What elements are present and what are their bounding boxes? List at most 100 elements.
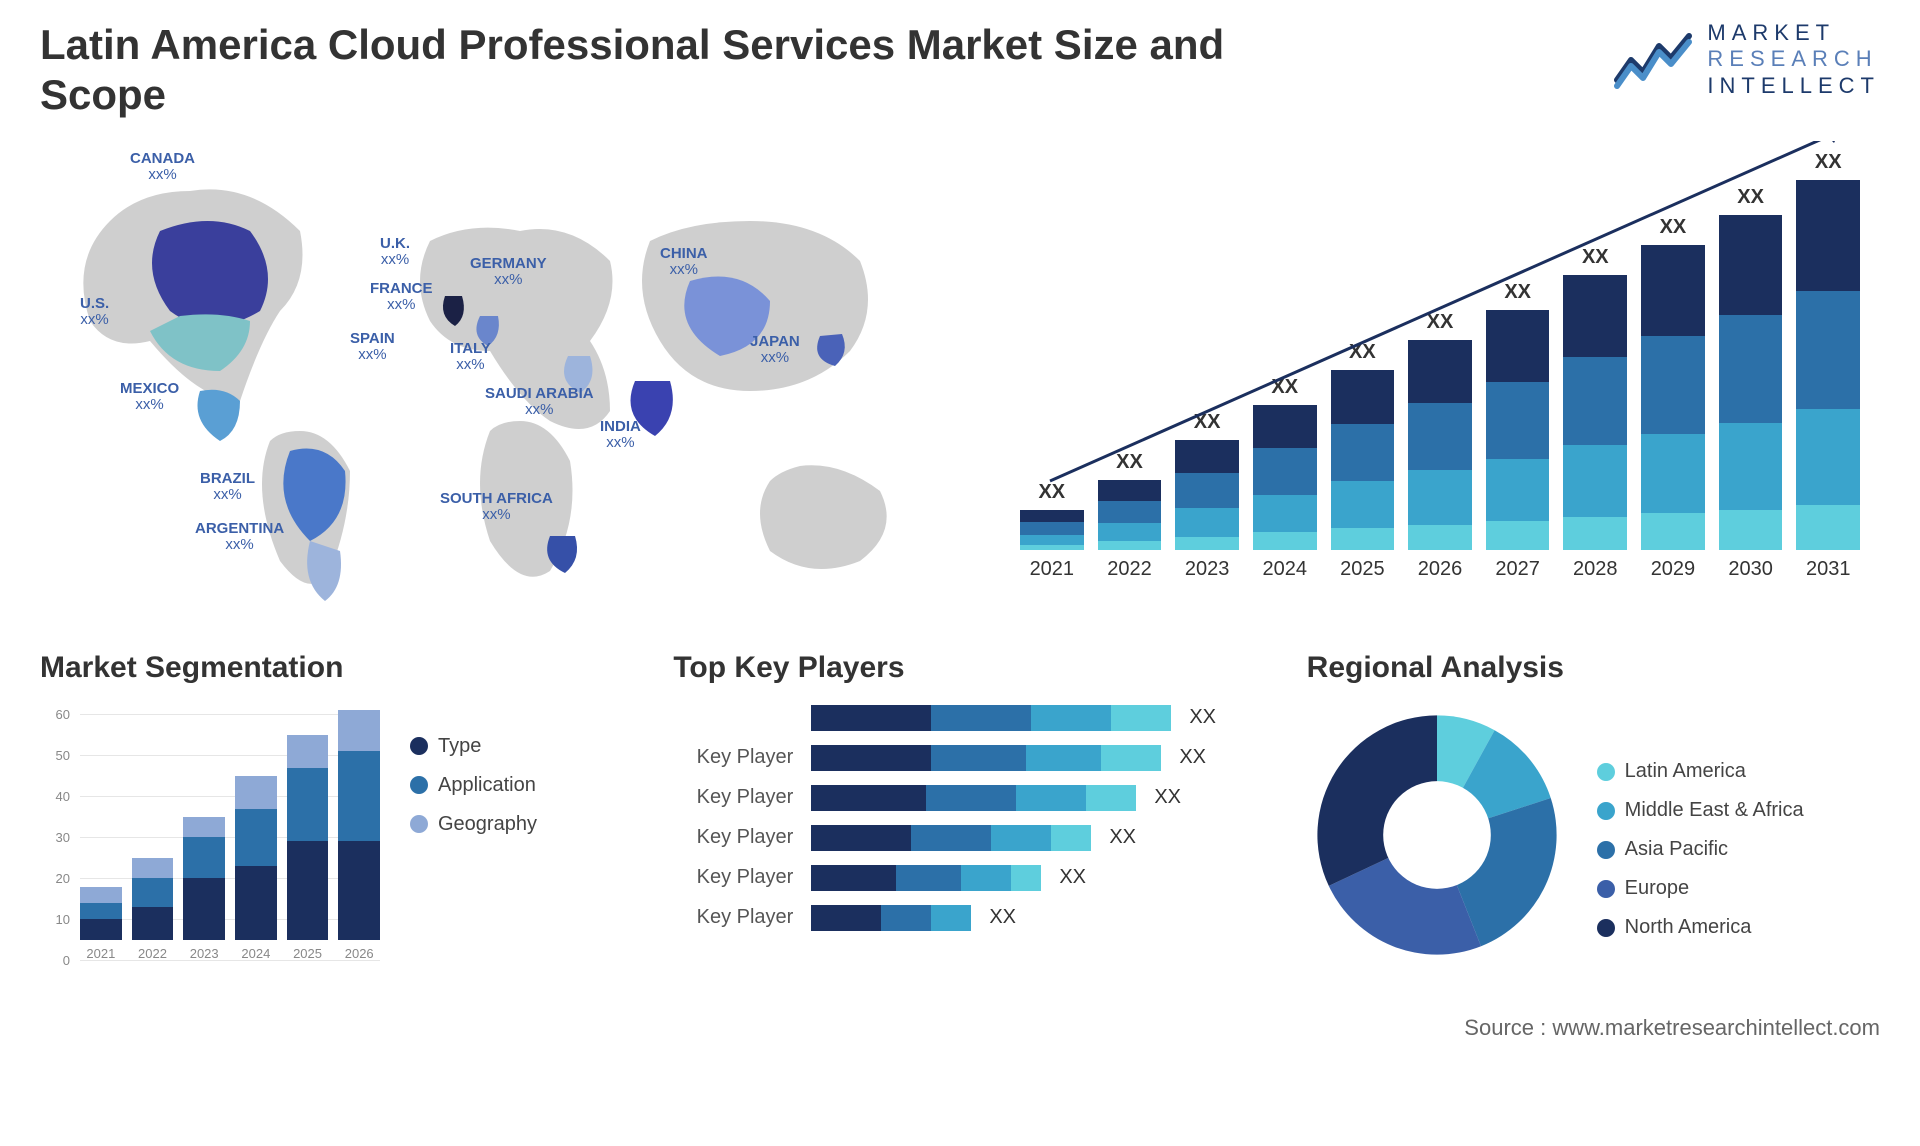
bar-value-label: XX <box>1116 451 1143 474</box>
map-label: INDIAxx% <box>600 419 641 452</box>
legend-label: Asia Pacific <box>1625 838 1728 861</box>
legend-swatch <box>1597 841 1615 859</box>
legend-label: Middle East & Africa <box>1625 799 1804 822</box>
world-map: CANADAxx%U.S.xx%MEXICOxx%BRAZILxx%ARGENT… <box>40 141 960 611</box>
logo-line1: MARKET <box>1707 20 1880 46</box>
bar-year-label: 2026 <box>1418 558 1463 581</box>
legend-label: Application <box>438 774 536 797</box>
kp-label: Key Player <box>673 826 793 849</box>
legend-swatch <box>410 776 428 794</box>
seg-year-label: 2023 <box>190 946 219 961</box>
kp-bar <box>811 825 1091 851</box>
bar-stack <box>1719 215 1783 550</box>
legend-swatch <box>1597 919 1615 937</box>
bar-col: XX 2023 <box>1175 161 1239 581</box>
kp-bar <box>811 705 1171 731</box>
main-bar-chart: XX2021XX2022XX2023XX2024XX2025XX2026XX20… <box>1000 141 1880 611</box>
brand-logo: MARKET RESEARCH INTELLECT <box>1613 20 1880 99</box>
seg-year-label: 2025 <box>293 946 322 961</box>
legend-swatch <box>410 737 428 755</box>
key-players-panel: Top Key Players XXKey PlayerXXKey Player… <box>673 651 1246 985</box>
seg-year-label: 2021 <box>86 946 115 961</box>
bar-value-label: XX <box>1194 411 1221 434</box>
map-label: SAUDI ARABIAxx% <box>485 386 594 419</box>
seg-ytick: 20 <box>56 871 70 886</box>
bar-stack <box>1408 340 1472 550</box>
bar-stack <box>1563 275 1627 550</box>
bar-year-label: 2029 <box>1651 558 1696 581</box>
legend-item: Latin America <box>1597 760 1804 783</box>
page-title: Latin America Cloud Professional Service… <box>40 20 1240 121</box>
source-text: Source : www.marketresearchintellect.com <box>40 1015 1880 1041</box>
bar-stack <box>1020 510 1084 550</box>
map-label: SPAINxx% <box>350 331 395 364</box>
kp-row: Key PlayerXX <box>673 905 1246 931</box>
legend-swatch <box>410 815 428 833</box>
seg-bar-col: 2025 <box>287 715 329 961</box>
map-label: CANADAxx% <box>130 151 195 184</box>
map-label: SOUTH AFRICAxx% <box>440 491 553 524</box>
bar-value-label: XX <box>1038 481 1065 504</box>
seg-bar-col: 2024 <box>235 715 277 961</box>
kp-bar <box>811 865 1041 891</box>
legend-label: Europe <box>1625 877 1690 900</box>
logo-mark-icon <box>1613 30 1693 90</box>
bar-col: XX 2027 <box>1486 161 1550 581</box>
seg-ytick: 40 <box>56 789 70 804</box>
legend-item: North America <box>1597 916 1804 939</box>
bar-value-label: XX <box>1271 376 1298 399</box>
seg-ytick: 50 <box>56 748 70 763</box>
seg-ytick: 30 <box>56 830 70 845</box>
kp-label: Key Player <box>673 866 793 889</box>
regional-donut <box>1307 705 1567 965</box>
seg-title: Market Segmentation <box>40 651 613 685</box>
map-label: BRAZILxx% <box>200 471 255 504</box>
kp-row: Key PlayerXX <box>673 745 1246 771</box>
bar-value-label: XX <box>1349 341 1376 364</box>
bar-stack <box>1796 180 1860 550</box>
segmentation-legend: Type Application Geography <box>410 705 537 985</box>
bar-col: XX2028 <box>1563 161 1627 581</box>
map-label: CHINAxx% <box>660 246 708 279</box>
seg-year-label: 2026 <box>345 946 374 961</box>
kp-label: Key Player <box>673 906 793 929</box>
bar-stack <box>1175 440 1239 550</box>
kp-value: XX <box>1154 786 1181 809</box>
kp-label: Key Player <box>673 746 793 769</box>
bar-value-label: XX <box>1737 186 1764 209</box>
bar-value-label: XX <box>1427 311 1454 334</box>
legend-item: Asia Pacific <box>1597 838 1804 861</box>
bar-year-label: 2031 <box>1806 558 1851 581</box>
legend-label: Type <box>438 735 481 758</box>
legend-swatch <box>1597 802 1615 820</box>
kp-value: XX <box>1059 866 1086 889</box>
bar-stack <box>1098 480 1162 550</box>
bar-stack <box>1253 405 1317 550</box>
bar-value-label: XX <box>1815 151 1842 174</box>
kp-row: Key Player XX <box>673 785 1246 811</box>
legend-item: Europe <box>1597 877 1804 900</box>
bar-col: XX2031 <box>1796 161 1860 581</box>
map-label: MEXICOxx% <box>120 381 179 414</box>
legend-item: Geography <box>410 813 537 836</box>
map-label: FRANCExx% <box>370 281 433 314</box>
bar-col: XX2030 <box>1719 161 1783 581</box>
bar-value-label: XX <box>1660 216 1687 239</box>
bar-year-label: 2023 <box>1185 558 1230 581</box>
bar-year-label: 2027 <box>1495 558 1540 581</box>
kp-value: XX <box>1189 706 1216 729</box>
logo-line3: INTELLECT <box>1707 73 1880 99</box>
bar-year-label: 2022 <box>1107 558 1152 581</box>
map-label: U.K.xx% <box>380 236 410 269</box>
bar-stack <box>1331 370 1395 550</box>
seg-bar-col: 2023 <box>183 715 225 961</box>
world-map-icon <box>40 141 960 611</box>
key-players-chart: XX Key Player XX Key Player XX Key Player XX Ke… <box>673 705 1246 931</box>
kp-label: Key Player <box>673 786 793 809</box>
kp-value: XX <box>1109 826 1136 849</box>
bar-col: XX2021 <box>1020 161 1084 581</box>
regional-panel: Regional Analysis Latin America Middle Ea… <box>1307 651 1880 985</box>
seg-ytick: 0 <box>63 953 70 968</box>
bar-value-label: XX <box>1504 281 1531 304</box>
regional-title: Regional Analysis <box>1307 651 1880 685</box>
